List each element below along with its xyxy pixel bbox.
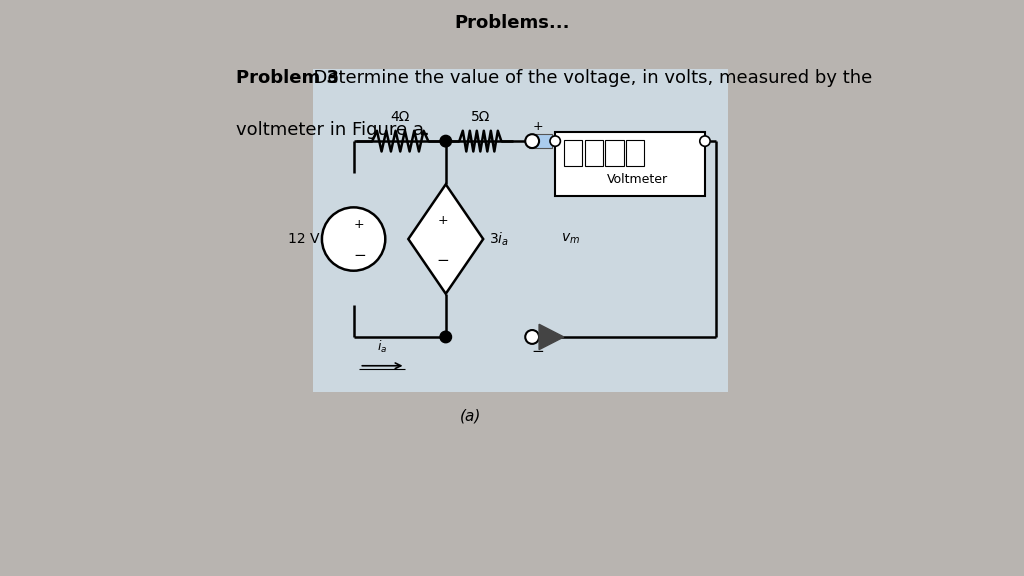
Text: +: + — [532, 120, 544, 133]
Text: −: − — [531, 344, 545, 359]
Bar — [555, 132, 705, 196]
Text: . Determine the value of the voltage, in volts, measured by the: . Determine the value of the voltage, in… — [302, 69, 872, 87]
Circle shape — [550, 136, 560, 146]
Text: voltmeter in Figure a.: voltmeter in Figure a. — [236, 121, 429, 139]
Bar — [313, 69, 728, 392]
Bar — [626, 140, 644, 166]
Bar — [529, 134, 552, 148]
Text: $v_m$: $v_m$ — [561, 232, 580, 247]
Text: 4Ω: 4Ω — [390, 110, 410, 124]
Text: $3i_a$: $3i_a$ — [489, 230, 509, 248]
Text: −: − — [436, 253, 450, 268]
Bar — [564, 140, 583, 166]
Text: Problem 3: Problem 3 — [236, 69, 339, 87]
Circle shape — [322, 207, 385, 271]
Text: Problems...: Problems... — [455, 14, 569, 32]
Text: 5Ω: 5Ω — [471, 110, 490, 124]
Text: 12 V: 12 V — [288, 232, 319, 246]
Bar — [605, 140, 624, 166]
Circle shape — [440, 135, 452, 147]
Bar — [585, 140, 603, 166]
Polygon shape — [409, 184, 483, 294]
Circle shape — [440, 331, 452, 343]
Text: +: + — [354, 218, 365, 231]
Text: $i_a$: $i_a$ — [377, 339, 387, 355]
Text: −: − — [353, 248, 366, 263]
Text: (a): (a) — [460, 409, 481, 424]
Circle shape — [525, 134, 539, 148]
Text: +: + — [437, 214, 449, 227]
Circle shape — [699, 136, 711, 146]
Polygon shape — [539, 324, 564, 350]
Text: Voltmeter: Voltmeter — [607, 173, 668, 186]
Circle shape — [525, 330, 539, 344]
